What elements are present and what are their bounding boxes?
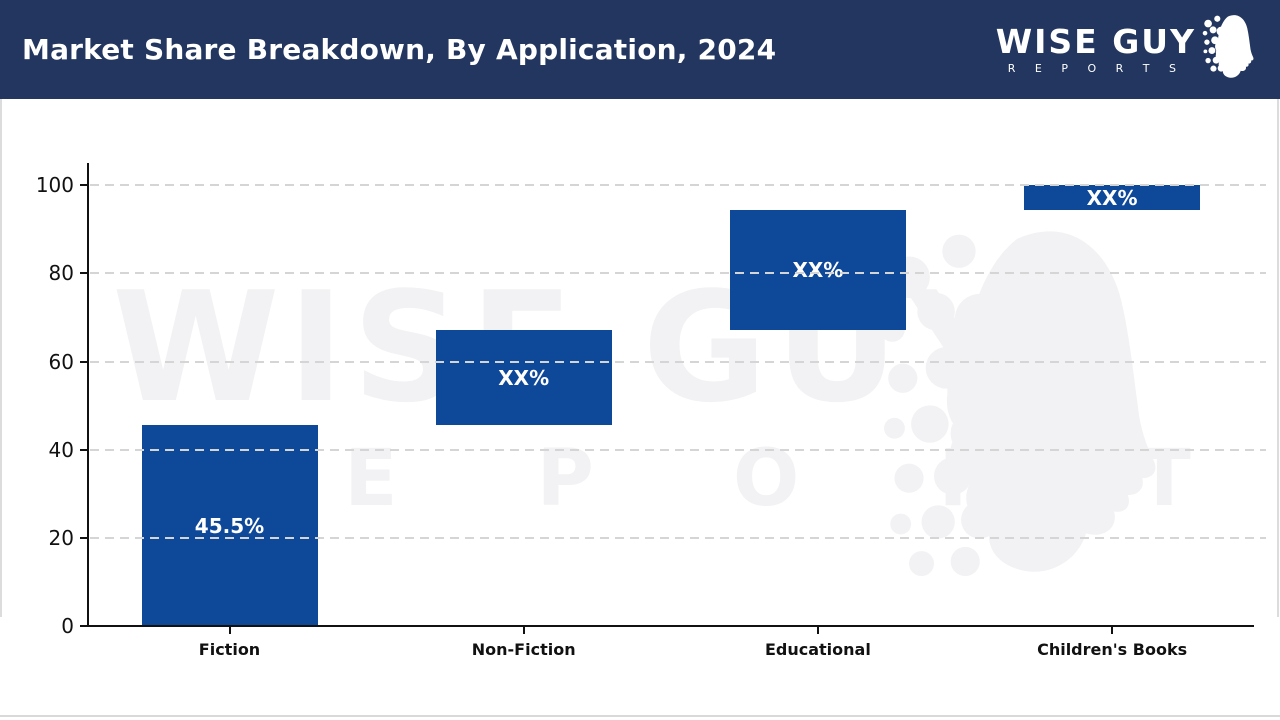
y-axis-tick	[80, 536, 87, 539]
y-axis-tick	[80, 360, 87, 363]
y-axis-line	[87, 163, 89, 627]
x-axis-tick	[522, 627, 525, 634]
bar-children-s-books: XX%	[1024, 185, 1201, 211]
y-axis-tick-label: 100	[35, 173, 74, 198]
wise-guy-reports-logo: WISE GUY R E P O R T S	[996, 13, 1258, 87]
gridline	[90, 184, 1266, 187]
bar-value-label: 45.5%	[194, 513, 265, 538]
left-border-line	[0, 0, 2, 617]
dotted-head-profile-icon	[1200, 13, 1258, 87]
dotted-head-profile-watermark	[870, 220, 1175, 604]
gridline	[90, 360, 1266, 363]
y-axis-tick	[80, 448, 87, 451]
bar-non-fiction: XX%	[435, 329, 612, 426]
bar-value-label: XX%	[792, 258, 844, 283]
y-axis-tick	[80, 625, 87, 627]
gridline	[90, 272, 1266, 275]
bar-educational: XX%	[729, 210, 906, 330]
x-axis-category-label: Non-Fiction	[471, 640, 576, 659]
right-border-line	[1277, 0, 1279, 617]
x-axis-tick	[1111, 627, 1114, 634]
y-axis-tick	[80, 272, 87, 275]
bar-value-label: XX%	[498, 365, 550, 390]
y-axis-tick-label: 0	[61, 614, 74, 638]
y-axis-tick-label: 80	[48, 261, 74, 286]
y-axis-tick	[80, 184, 87, 187]
x-axis-category-label: Fiction	[198, 640, 261, 659]
x-axis-line	[87, 625, 1254, 627]
x-axis-tick	[816, 627, 819, 634]
x-axis-tick	[228, 627, 231, 634]
gridline	[90, 536, 1266, 539]
logo-text: WISE GUY R E P O R T S	[996, 25, 1196, 75]
page-title: Market Share Breakdown, By Application, …	[22, 33, 777, 66]
bar-fiction: 45.5%	[141, 425, 318, 626]
logo-wordmark: WISE GUY	[995, 21, 1196, 61]
x-axis-category-label: Educational	[764, 640, 871, 659]
x-axis-category-label: Children's Books	[1037, 640, 1188, 659]
bar-value-label: XX%	[1086, 185, 1138, 210]
y-axis-tick-label: 60	[48, 349, 74, 374]
y-axis-tick-label: 20	[48, 525, 74, 550]
bottom-border-line	[0, 715, 1280, 717]
header-bar: Market Share Breakdown, By Application, …	[0, 0, 1280, 99]
gridline	[90, 448, 1266, 451]
logo-subtitle: R E P O R T S	[1007, 61, 1184, 75]
y-axis-tick-label: 40	[48, 437, 74, 462]
